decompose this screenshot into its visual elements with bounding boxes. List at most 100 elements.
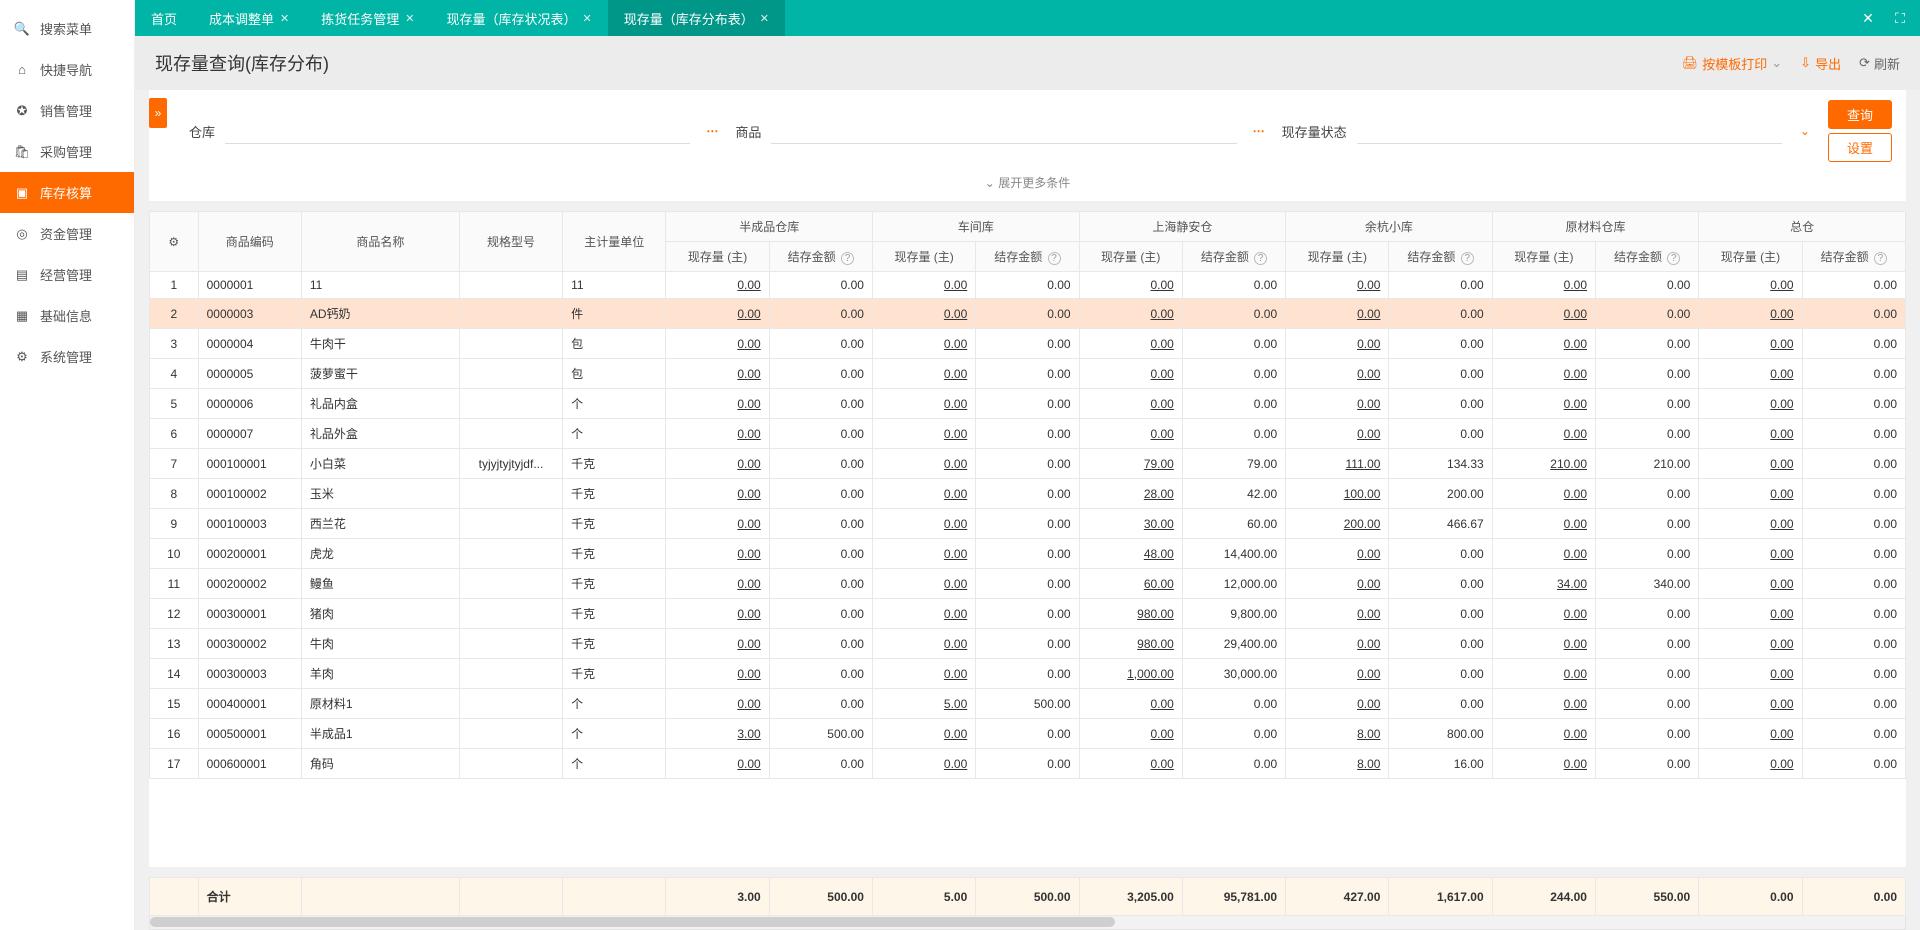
- table-row[interactable]: 10 000200001 虎龙 千克0.000.000.000.0048.001…: [150, 539, 1906, 569]
- col-qty[interactable]: 现存量 (主): [666, 242, 769, 272]
- col-name[interactable]: 商品名称: [301, 212, 459, 272]
- cell-value[interactable]: 0.00: [872, 599, 975, 629]
- cell-value[interactable]: 0.00: [872, 479, 975, 509]
- col-qty[interactable]: 现存量 (主): [1286, 242, 1389, 272]
- sidebar-item-coin[interactable]: ◎资金管理: [0, 213, 134, 254]
- cell-value[interactable]: 0.00: [666, 539, 769, 569]
- cell-value[interactable]: 0.00: [872, 419, 975, 449]
- tab[interactable]: 首页: [135, 0, 193, 36]
- table-row[interactable]: 3 0000004 牛肉干 包0.000.000.000.000.000.000…: [150, 329, 1906, 359]
- sidebar-item-badge[interactable]: ✪销售管理: [0, 90, 134, 131]
- cell-value[interactable]: 0.00: [1492, 749, 1595, 779]
- cell-value[interactable]: 0.00: [1492, 359, 1595, 389]
- cell-value[interactable]: 0.00: [1699, 272, 1802, 299]
- warehouse-input[interactable]: [225, 118, 690, 144]
- close-icon[interactable]: ✕: [405, 12, 414, 25]
- cell-value[interactable]: 0.00: [1492, 659, 1595, 689]
- cell-value[interactable]: 0.00: [666, 629, 769, 659]
- table-row[interactable]: 13 000300002 牛肉 千克0.000.000.000.00980.00…: [150, 629, 1906, 659]
- cell-value[interactable]: 0.00: [872, 299, 975, 329]
- cell-value[interactable]: 0.00: [1286, 599, 1389, 629]
- sidebar-item-doc[interactable]: ▤经营管理: [0, 254, 134, 295]
- cell-value[interactable]: 0.00: [666, 689, 769, 719]
- cell-value[interactable]: 0.00: [1286, 629, 1389, 659]
- cell-value[interactable]: 0.00: [1079, 719, 1182, 749]
- cell-value[interactable]: 30.00: [1079, 509, 1182, 539]
- cell-value[interactable]: 0.00: [1492, 329, 1595, 359]
- cell-value[interactable]: 79.00: [1079, 449, 1182, 479]
- status-input[interactable]: [1357, 118, 1782, 144]
- cell-value[interactable]: 0.00: [872, 359, 975, 389]
- cell-value[interactable]: 0.00: [1286, 569, 1389, 599]
- cell-value[interactable]: 0.00: [1079, 419, 1182, 449]
- cell-value[interactable]: 0.00: [1699, 449, 1802, 479]
- status-dropdown-icon[interactable]: ⌄: [1792, 124, 1818, 138]
- cell-value[interactable]: 0.00: [1079, 689, 1182, 719]
- close-icon[interactable]: ✕: [583, 12, 592, 25]
- scrollbar-thumb[interactable]: [150, 917, 1115, 927]
- cell-value[interactable]: 0.00: [1286, 659, 1389, 689]
- table-row[interactable]: 1 0000001 11 110.000.000.000.000.000.000…: [150, 272, 1906, 299]
- refresh-button[interactable]: ⟳ 刷新: [1859, 54, 1900, 73]
- cell-value[interactable]: 0.00: [1699, 749, 1802, 779]
- cell-value[interactable]: 0.00: [1079, 299, 1182, 329]
- cell-value[interactable]: 0.00: [1286, 389, 1389, 419]
- horizontal-scrollbar[interactable]: [149, 916, 1906, 930]
- cell-value[interactable]: 34.00: [1492, 569, 1595, 599]
- tab[interactable]: 成本调整单✕: [193, 0, 305, 36]
- tab[interactable]: 现存量（库存状况表）✕: [430, 0, 607, 36]
- tab[interactable]: 现存量（库存分布表）✕: [608, 0, 785, 36]
- cell-value[interactable]: 100.00: [1286, 479, 1389, 509]
- col-unit[interactable]: 主计量单位: [563, 212, 666, 272]
- cell-value[interactable]: 0.00: [666, 449, 769, 479]
- cell-value[interactable]: 0.00: [1699, 419, 1802, 449]
- cell-value[interactable]: 0.00: [666, 749, 769, 779]
- col-amt[interactable]: 结存金额 ?: [976, 242, 1079, 272]
- sidebar-item-home[interactable]: ⌂快捷导航: [0, 49, 134, 90]
- query-button[interactable]: 查询: [1828, 100, 1892, 129]
- close-icon[interactable]: ✕: [760, 12, 769, 25]
- cell-value[interactable]: 0.00: [666, 599, 769, 629]
- col-code[interactable]: 商品编码: [198, 212, 301, 272]
- print-button[interactable]: 🖨 按模板打印 ⌄: [1682, 54, 1782, 73]
- help-icon[interactable]: ?: [841, 252, 854, 265]
- tab-close-all-icon[interactable]: ✕: [1854, 4, 1882, 32]
- help-icon[interactable]: ?: [1874, 252, 1887, 265]
- sidebar-item-search[interactable]: 🔍搜索菜单: [0, 8, 134, 49]
- table-row[interactable]: 14 000300003 羊肉 千克0.000.000.000.001,000.…: [150, 659, 1906, 689]
- help-icon[interactable]: ?: [1461, 252, 1474, 265]
- cell-value[interactable]: 0.00: [666, 359, 769, 389]
- warehouse-picker-icon[interactable]: ⋯: [700, 124, 725, 138]
- cell-value[interactable]: 60.00: [1079, 569, 1182, 599]
- cell-value[interactable]: 0.00: [1286, 299, 1389, 329]
- close-icon[interactable]: ✕: [280, 12, 289, 25]
- cell-value[interactable]: 0.00: [872, 719, 975, 749]
- col-amt[interactable]: 结存金额 ?: [769, 242, 872, 272]
- cell-value[interactable]: 0.00: [666, 419, 769, 449]
- cell-value[interactable]: 210.00: [1492, 449, 1595, 479]
- cell-value[interactable]: 0.00: [1492, 419, 1595, 449]
- cell-value[interactable]: 0.00: [1699, 329, 1802, 359]
- cell-value[interactable]: 3.00: [666, 719, 769, 749]
- cell-value[interactable]: 0.00: [872, 329, 975, 359]
- table-row[interactable]: 17 000600001 角码 个0.000.000.000.000.000.0…: [150, 749, 1906, 779]
- cell-value[interactable]: 0.00: [1492, 509, 1595, 539]
- table-row[interactable]: 16 000500001 半成品1 个3.00500.000.000.000.0…: [150, 719, 1906, 749]
- cell-value[interactable]: 111.00: [1286, 449, 1389, 479]
- cell-value[interactable]: 0.00: [1079, 272, 1182, 299]
- col-amt[interactable]: 结存金额 ?: [1182, 242, 1285, 272]
- cell-value[interactable]: 0.00: [1286, 689, 1389, 719]
- table-row[interactable]: 6 0000007 礼品外盒 个0.000.000.000.000.000.00…: [150, 419, 1906, 449]
- cell-value[interactable]: 0.00: [666, 389, 769, 419]
- cell-value[interactable]: 0.00: [1492, 272, 1595, 299]
- col-amt[interactable]: 结存金额 ?: [1596, 242, 1699, 272]
- cell-value[interactable]: 0.00: [1286, 419, 1389, 449]
- cell-value[interactable]: 0.00: [666, 569, 769, 599]
- col-qty[interactable]: 现存量 (主): [1699, 242, 1802, 272]
- cell-value[interactable]: 0.00: [1492, 689, 1595, 719]
- help-icon[interactable]: ?: [1254, 252, 1267, 265]
- cell-value[interactable]: 0.00: [1699, 629, 1802, 659]
- cell-value[interactable]: 0.00: [1699, 479, 1802, 509]
- col-amt[interactable]: 结存金额 ?: [1802, 242, 1905, 272]
- table-row[interactable]: 8 000100002 玉米 千克0.000.000.000.0028.0042…: [150, 479, 1906, 509]
